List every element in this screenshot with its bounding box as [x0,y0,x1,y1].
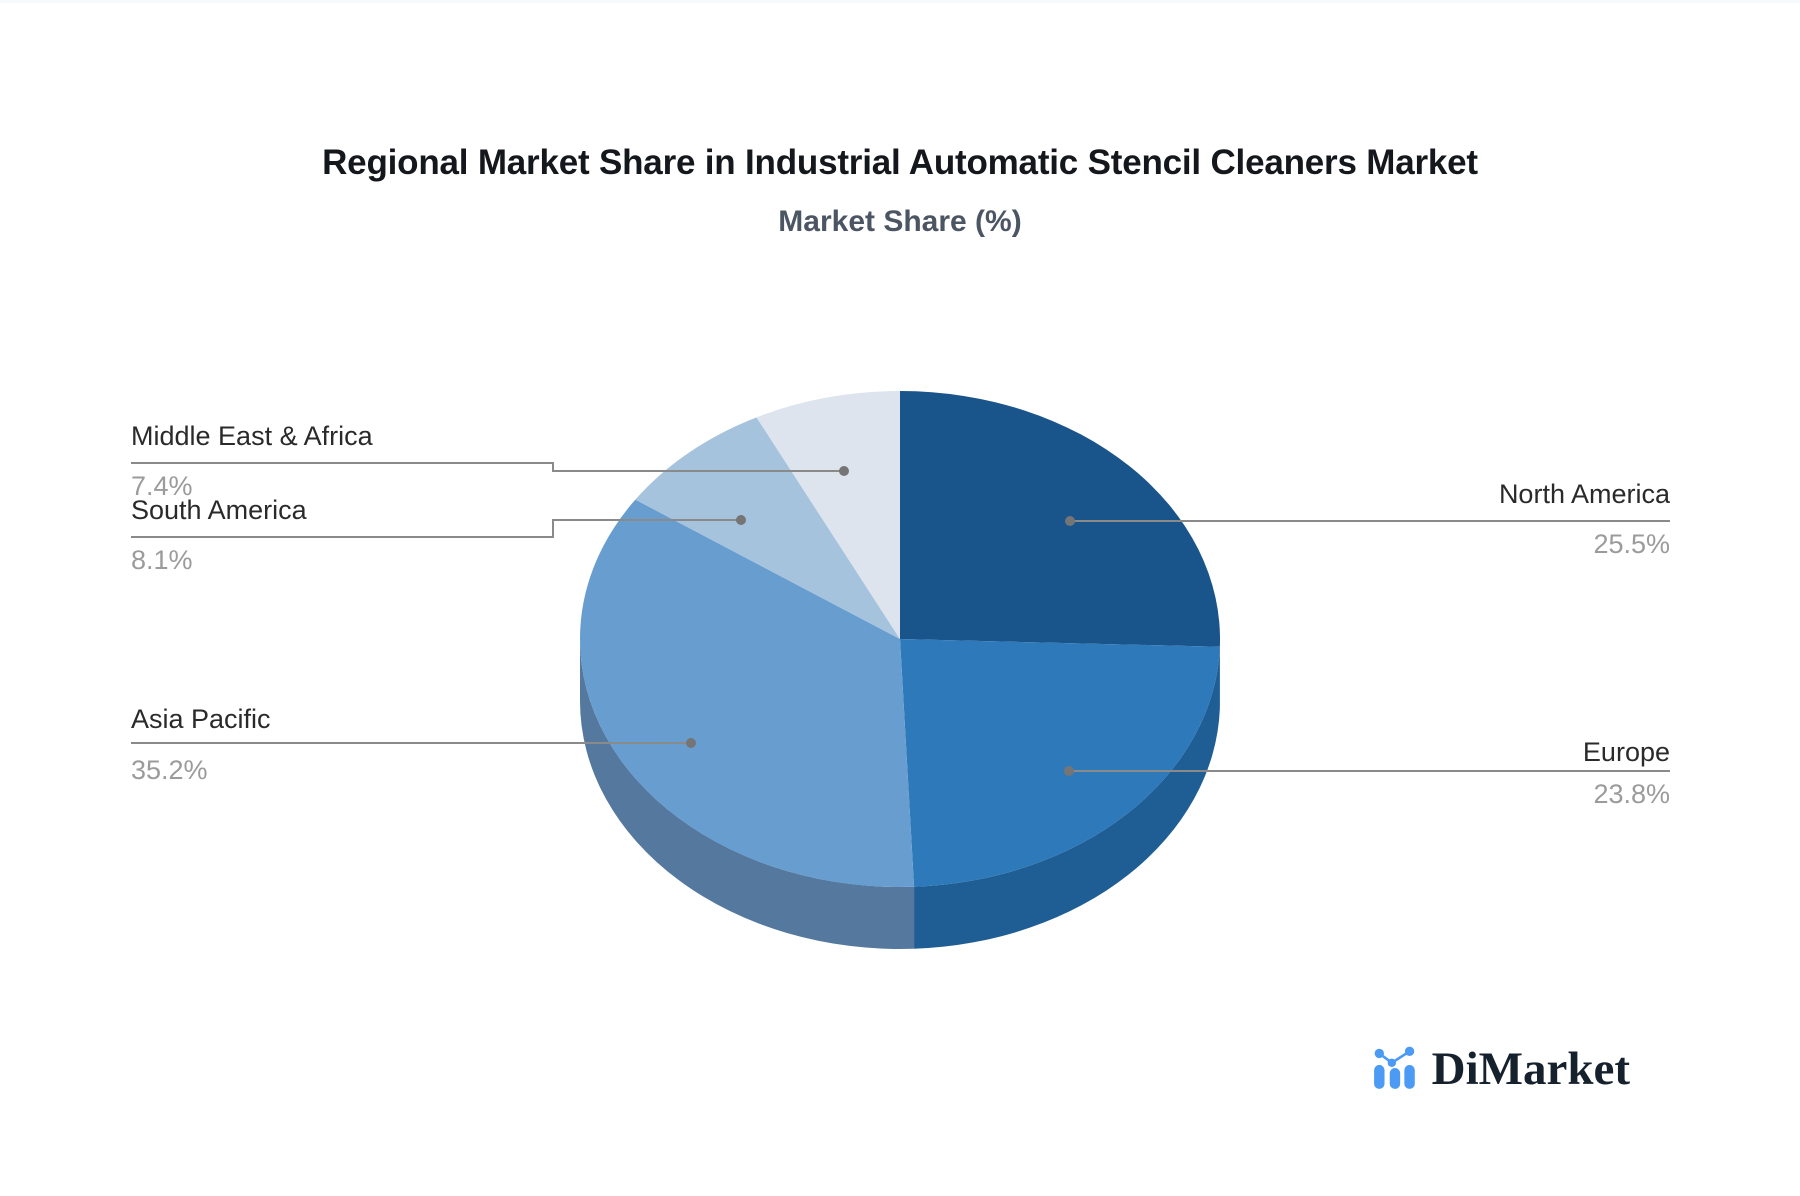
leader-dot-asia-pacific [686,738,696,748]
pie-chart [131,391,1670,950]
leader-dot-middle-east-africa [839,466,849,476]
leader-dot-north-america [1065,516,1075,526]
callout-label-asia-pacific: Asia Pacific [131,704,271,734]
leader-line-south-america [131,519,741,538]
dimarket-logo-text: DiMarket [1431,1042,1630,1095]
callout-value-north-america: 25.5% [1593,529,1670,559]
pie-slice-north-america[interactable] [900,391,1220,647]
leader-line-middle-east-africa [131,462,844,472]
callout-label-south-america: South America [131,495,307,525]
callout-label-europe: Europe [1582,737,1670,767]
leader-dot-europe [1064,766,1074,776]
chart-subtitle: Market Share (%) [778,205,1022,238]
chart-title: Regional Market Share in Industrial Auto… [322,143,1478,182]
dimarket-logo: DiMarket [1372,1042,1630,1095]
callout-label-middle-east-africa: Middle East & Africa [131,421,373,451]
pie-slice-wall-europe [914,646,1220,949]
pie-slice-europe[interactable] [900,639,1220,887]
callout-value-middle-east-africa: 7.4% [131,471,193,501]
pie-slice-middle-east-africa[interactable] [756,391,900,639]
leader-dot-south-america [736,515,746,525]
bar-line-chart-icon [1373,1046,1415,1089]
callout-label-north-america: North America [1498,479,1670,509]
callout-value-asia-pacific: 35.2% [131,755,208,785]
pie-slice-south-america[interactable] [635,417,900,639]
callout-value-europe: 23.8% [1593,779,1670,809]
callout-value-south-america: 8.1% [131,545,193,575]
pie-slice-wall-asia-pacific [580,639,915,950]
pie-slice-asia-pacific[interactable] [580,499,915,888]
